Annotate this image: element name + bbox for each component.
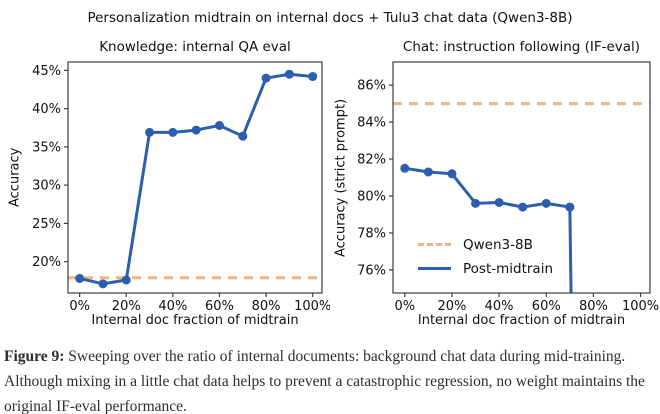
y-tick-label: 20%	[32, 255, 61, 270]
data-point	[191, 125, 201, 135]
x-tick-label: 0%	[394, 299, 415, 314]
legend-label: Post-midtrain	[463, 260, 554, 277]
x-tick-label: 80%	[579, 299, 608, 314]
data-point	[423, 167, 433, 177]
data-point	[75, 273, 85, 283]
data-point	[400, 163, 410, 173]
data-point	[261, 73, 271, 83]
data-point	[168, 127, 178, 137]
data-point	[284, 69, 294, 79]
post-midtrain-line-sample	[418, 267, 451, 270]
plot-frame	[392, 61, 651, 294]
x-tick-label: 100%	[622, 299, 659, 314]
legend-label: Qwen3-8B	[463, 236, 533, 253]
chat-x-axis-label: Internal doc fraction of midtrain	[417, 313, 626, 328]
y-tick-label: 40%	[32, 102, 61, 117]
x-tick-label: 60%	[205, 299, 234, 314]
figure-caption-label: Figure 9:	[4, 348, 65, 365]
chat-subplot-title: Chat: instruction following (IF-eval)	[402, 39, 641, 55]
data-point	[518, 202, 528, 212]
y-tick-label: 78%	[357, 226, 386, 241]
data-point	[145, 127, 155, 137]
x-tick-label: 0%	[69, 299, 90, 314]
data-point	[565, 202, 575, 212]
x-tick-label: 80%	[252, 299, 281, 314]
x-tick-label: 40%	[158, 299, 187, 314]
qwen-baseline-line-sample	[418, 243, 451, 246]
data-point	[98, 279, 108, 289]
chat-chart-svg: 0% 20% 40% 60% 80% 100% 76% 78% 80% 82% 84% 86%	[357, 61, 659, 314]
y-tick-label: 45%	[32, 64, 61, 79]
y-tick-label: 80%	[357, 189, 386, 204]
y-tick-label: 86%	[357, 79, 386, 94]
knowledge-subplot: Knowledge: internal QA eval Accuracy 0% 2…	[0, 0, 331, 340]
y-tick-label: 82%	[357, 153, 386, 168]
data-point	[494, 197, 504, 207]
legend-item-post-midtrain: Post-midtrain	[418, 260, 553, 277]
figure-caption: Figure 9: Sweeping over the ratio of int…	[4, 344, 656, 414]
x-tick-label: 20%	[437, 299, 466, 314]
figure-caption-text: Sweeping over the ratio of internal docu…	[4, 348, 645, 414]
y-tick-label: 30%	[32, 179, 61, 194]
data-point	[121, 275, 131, 285]
knowledge-x-axis-label: Internal doc fraction of midtrain	[91, 313, 299, 328]
y-tick-label: 35%	[32, 140, 61, 155]
data-point	[238, 131, 248, 141]
plot-frame	[67, 61, 323, 294]
data-point	[471, 198, 481, 208]
x-tick-label: 40%	[485, 299, 514, 314]
data-point	[541, 198, 551, 208]
y-tick-label: 25%	[32, 217, 61, 232]
chat-subplot: Chat: instruction following (IF-eval) Ac…	[330, 0, 660, 340]
legend: Qwen3-8B Post-midtrain	[418, 236, 553, 277]
knowledge-subplot-title: Knowledge: internal QA eval	[99, 39, 291, 55]
figure-title: Personalization midtrain on internal doc…	[87, 10, 573, 26]
x-tick-label: 20%	[112, 299, 141, 314]
data-point	[214, 120, 224, 130]
y-tick-label: 84%	[357, 116, 386, 131]
knowledge-chart-svg: 0% 20% 40% 60% 80% 100% 20% 25% 30% 35% 40% 45%	[32, 61, 330, 314]
data-point	[308, 72, 318, 82]
x-tick-label: 100%	[294, 299, 330, 314]
legend-item-qwen: Qwen3-8B	[418, 236, 553, 253]
y-tick-label: 76%	[357, 263, 386, 278]
x-tick-label: 60%	[532, 299, 561, 314]
data-line	[79, 72, 313, 286]
data-point	[447, 169, 457, 179]
